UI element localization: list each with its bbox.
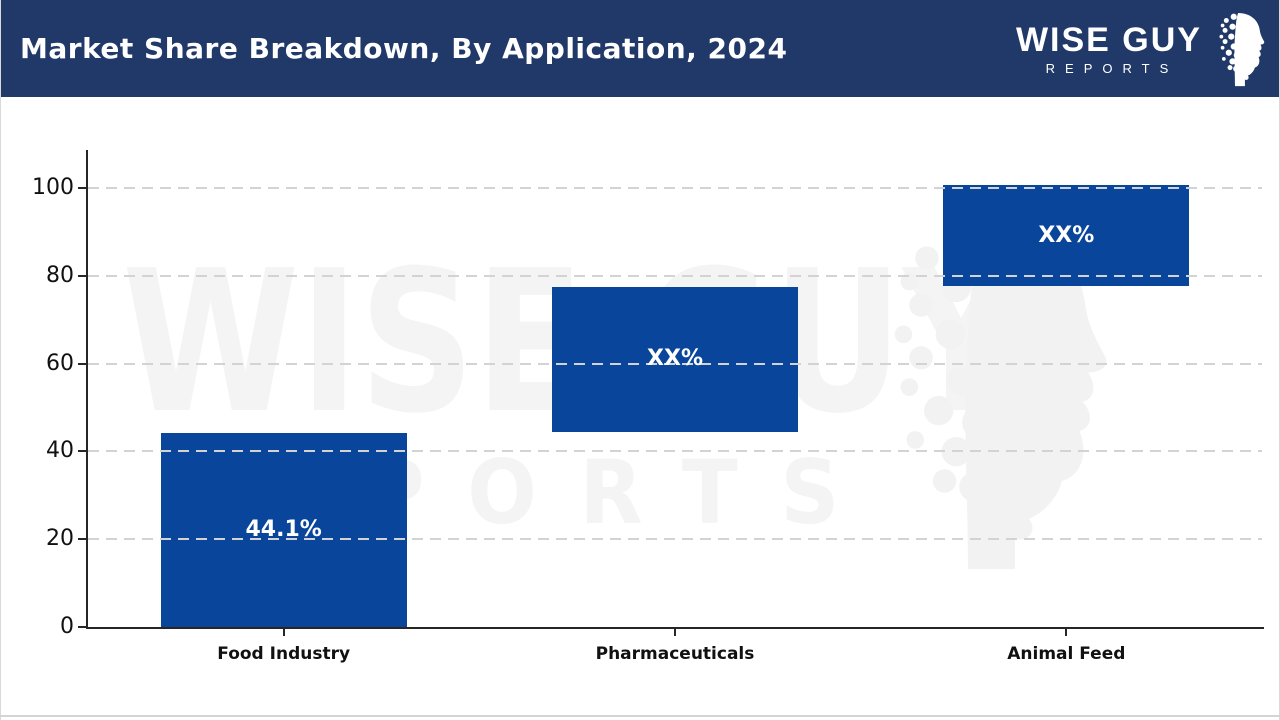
y-axis-line xyxy=(86,150,88,629)
plot-area: 44.1% Food Industry XX% Pharmaceuticals XX% A… xyxy=(32,150,1264,664)
y-tick-label: 0 xyxy=(60,614,74,639)
logo-wordmark: WISE GUY xyxy=(1015,20,1202,59)
y-tick-label: 40 xyxy=(46,438,74,464)
y-tick-mark xyxy=(78,538,88,541)
bar-food-industry xyxy=(160,433,407,627)
y-tick-label: 60 xyxy=(46,350,74,376)
bar-pharmaceuticals xyxy=(552,286,798,433)
bar-value-label: XX% xyxy=(1038,222,1095,248)
y-tick-mark xyxy=(78,187,88,189)
logo-subtitle: REPORTS xyxy=(1045,60,1179,76)
x-axis-line xyxy=(86,627,1264,629)
gridline-80 xyxy=(88,274,1262,277)
logo-face-icon xyxy=(1204,11,1266,87)
y-tick-label: 20 xyxy=(46,526,74,552)
x-category-label: Pharmaceuticals xyxy=(595,644,755,664)
gridline-40 xyxy=(88,450,1262,453)
y-tick-mark xyxy=(78,362,88,365)
x-category-label: Food Industry xyxy=(217,644,351,664)
header: Market Share Breakdown, By Application, … xyxy=(0,0,1280,97)
gridline-60 xyxy=(88,362,1262,365)
logo-text: WISE GUY REPORTS xyxy=(1016,22,1202,76)
y-tick-mark xyxy=(78,450,88,453)
x-category-label: Animal Feed xyxy=(1007,644,1126,664)
page-title: Market Share Breakdown, By Application, … xyxy=(20,32,788,65)
wise-guy-reports-logo: WISE GUY REPORTS xyxy=(1016,11,1266,87)
gridline-20 xyxy=(88,538,1262,541)
x-tick-mark xyxy=(282,629,285,636)
y-tick-mark xyxy=(78,274,88,277)
y-tick-mark xyxy=(78,626,88,628)
bottom-border-line xyxy=(0,715,1280,717)
bar-value-label: XX% xyxy=(647,346,703,372)
y-tick-label: 100 xyxy=(32,175,74,200)
x-tick-mark xyxy=(674,629,676,636)
y-tick-label: 80 xyxy=(46,262,74,288)
chart-area: WISE GUY REPORTS 44.1% Food Industry XX% Ph… xyxy=(0,97,1280,720)
x-tick-mark xyxy=(1065,629,1068,636)
bar-value-label: 44.1% xyxy=(245,517,322,543)
gridline-100 xyxy=(88,187,1262,189)
